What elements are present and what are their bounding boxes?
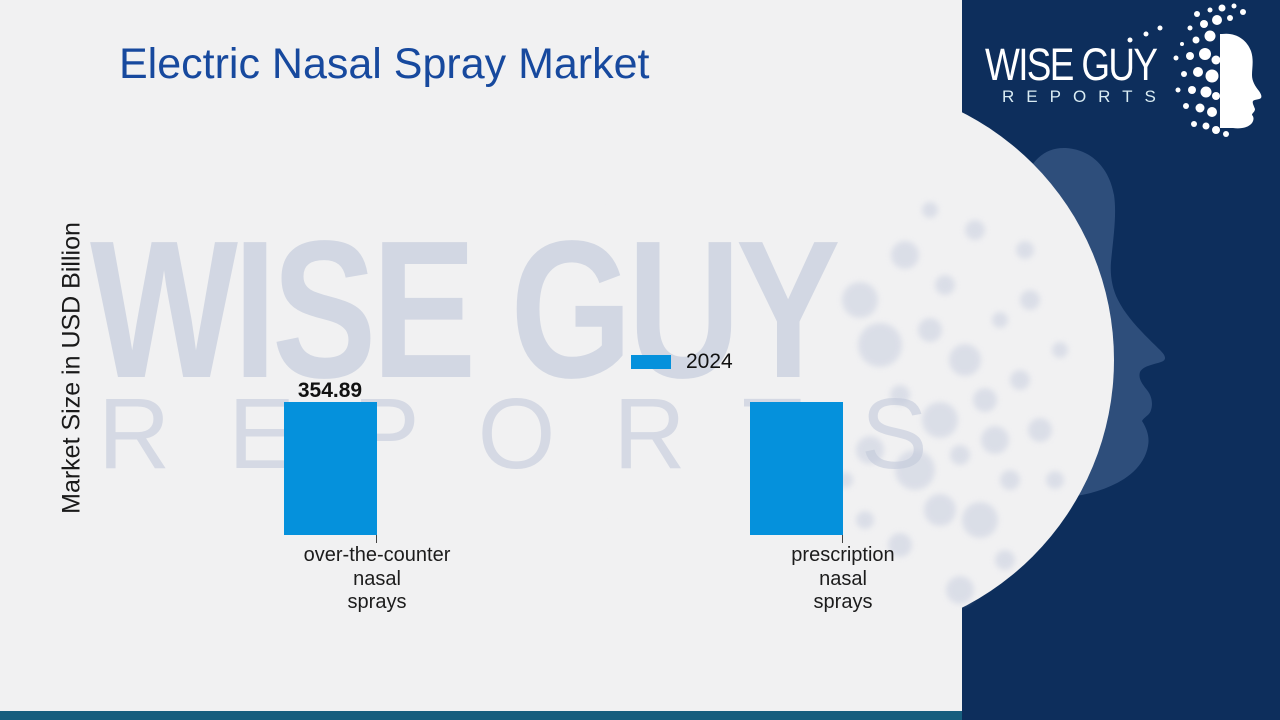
watermark-dots — [837, 202, 1068, 604]
y-axis-label: Market Size in USD Billion — [57, 222, 86, 514]
legend-label: 2024 — [686, 350, 733, 373]
legend-swatch — [631, 355, 671, 369]
x-axis-category-label-1: over-the-counter nasal sprays — [303, 544, 451, 613]
logo-sub-text: REPORTS — [1002, 87, 1168, 106]
bar-value-label: 354.89 — [297, 379, 363, 402]
bar-over-the-counter-nasal-sprays[interactable] — [284, 402, 377, 535]
bottom-accent-bar — [0, 711, 962, 720]
watermark-text-line2: REPORTS — [98, 378, 986, 490]
logo-brand-text: WISE GUY — [985, 39, 1158, 90]
chart-title: Electric Nasal Spray Market — [119, 40, 650, 88]
legend-item-2024[interactable]: 2024 — [631, 350, 733, 374]
logo-dotted-face-icon — [1127, 3, 1262, 137]
x-axis-tick-2 — [842, 535, 843, 543]
x-axis-category-label-2: prescription nasal sprays — [791, 544, 895, 613]
bar-prescription-nasal-sprays[interactable] — [750, 402, 843, 535]
x-axis-tick-1 — [376, 535, 377, 543]
watermark-text-line1: WISE GUY — [90, 200, 840, 419]
